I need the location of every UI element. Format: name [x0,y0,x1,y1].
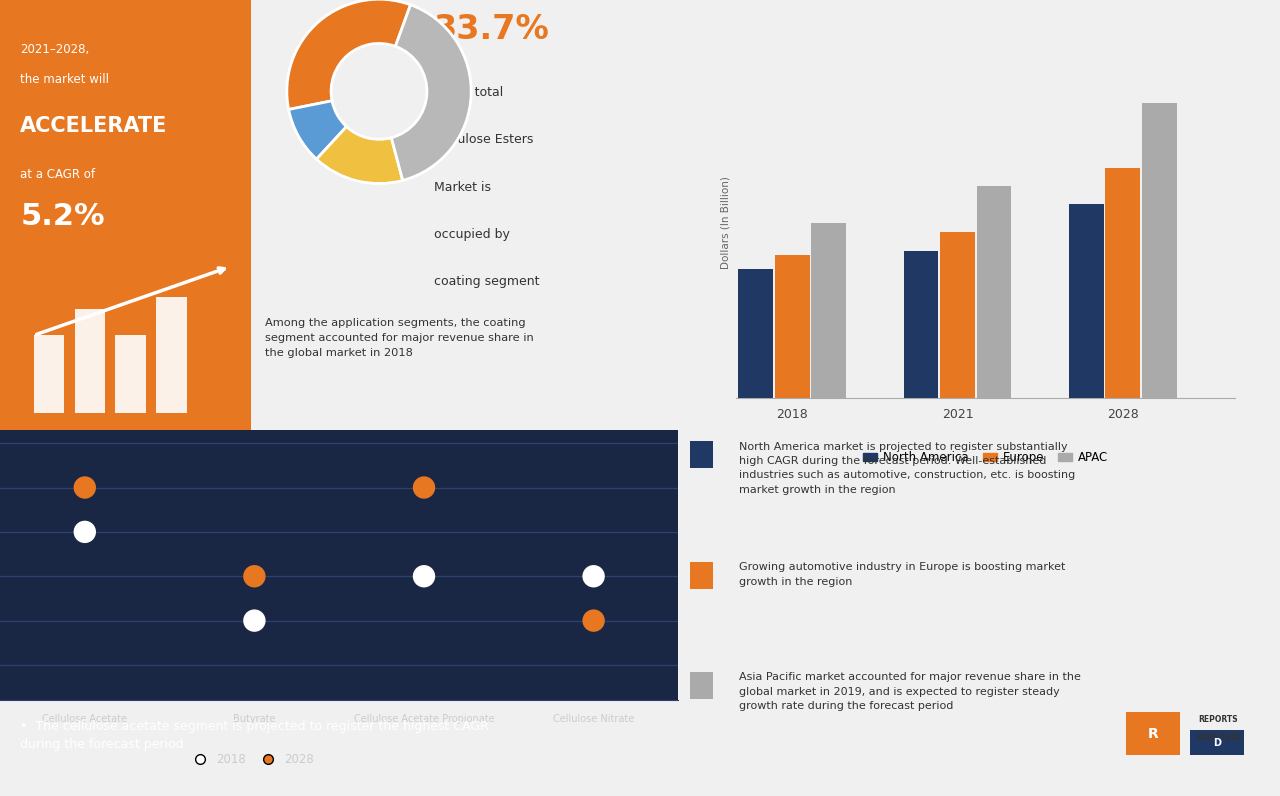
Wedge shape [316,127,403,184]
Text: AND DATA: AND DATA [1197,732,1240,742]
Bar [1106,168,1140,398]
Bar [156,297,187,412]
Text: at a CAGR of: at a CAGR of [20,168,95,181]
Point [244,615,265,627]
Point [244,570,265,583]
Point [584,615,604,627]
Bar [35,335,64,412]
Bar [74,310,105,412]
Text: Growing automotive industry in Europe is boosting market
growth in the region: Growing automotive industry in Europe is… [739,563,1065,587]
Legend: 2018, 2028: 2018, 2028 [183,748,319,771]
Text: 5.2%: 5.2% [20,202,105,231]
Text: D: D [1213,738,1221,747]
Text: 33.7%: 33.7% [434,13,550,46]
Bar [690,441,713,468]
Text: occupied by: occupied by [434,228,509,241]
Legend: North America, Europe, APAC: North America, Europe, APAC [858,447,1114,469]
Bar [940,232,975,398]
Text: •  The cellulose acetate segment is projected to register the highest CAGR
durin: • The cellulose acetate segment is proje… [20,720,489,751]
Wedge shape [287,0,411,110]
Y-axis label: Dollars (In Billion): Dollars (In Billion) [721,177,731,269]
Text: North America market is projected to register substantially
high CAGR during the: North America market is projected to reg… [739,442,1075,495]
Text: ACCELERATE: ACCELERATE [20,116,168,136]
Text: of the total: of the total [434,86,503,99]
Text: Market is: Market is [434,181,492,193]
Text: R: R [1148,727,1158,740]
Text: REPORTS: REPORTS [1199,715,1238,724]
Bar [1126,712,1180,755]
Point [584,570,604,583]
Bar [977,186,1011,398]
Text: 2021–2028,: 2021–2028, [20,43,90,56]
Text: Cellulose Esters: Cellulose Esters [434,133,534,146]
Bar [812,223,846,398]
Bar [904,251,938,398]
Text: Among the application segments, the coating
segment accounted for major revenue : Among the application segments, the coat… [265,318,534,357]
Point [74,481,95,494]
Point [413,570,434,583]
Bar [1190,730,1244,755]
Wedge shape [392,5,471,181]
Text: Asia Pacific market accounted for major revenue share in the
global market in 20: Asia Pacific market accounted for major … [739,673,1080,711]
Bar [1142,103,1176,398]
Text: coating segment: coating segment [434,275,540,288]
Bar [1069,205,1103,398]
Text: the market will: the market will [20,73,109,86]
Bar [739,269,773,398]
Bar [690,562,713,589]
Point [413,481,434,494]
Wedge shape [289,101,347,159]
Point [74,525,95,538]
Bar [115,335,146,412]
Bar [690,672,713,699]
Bar [0,0,251,430]
Bar [774,256,809,398]
